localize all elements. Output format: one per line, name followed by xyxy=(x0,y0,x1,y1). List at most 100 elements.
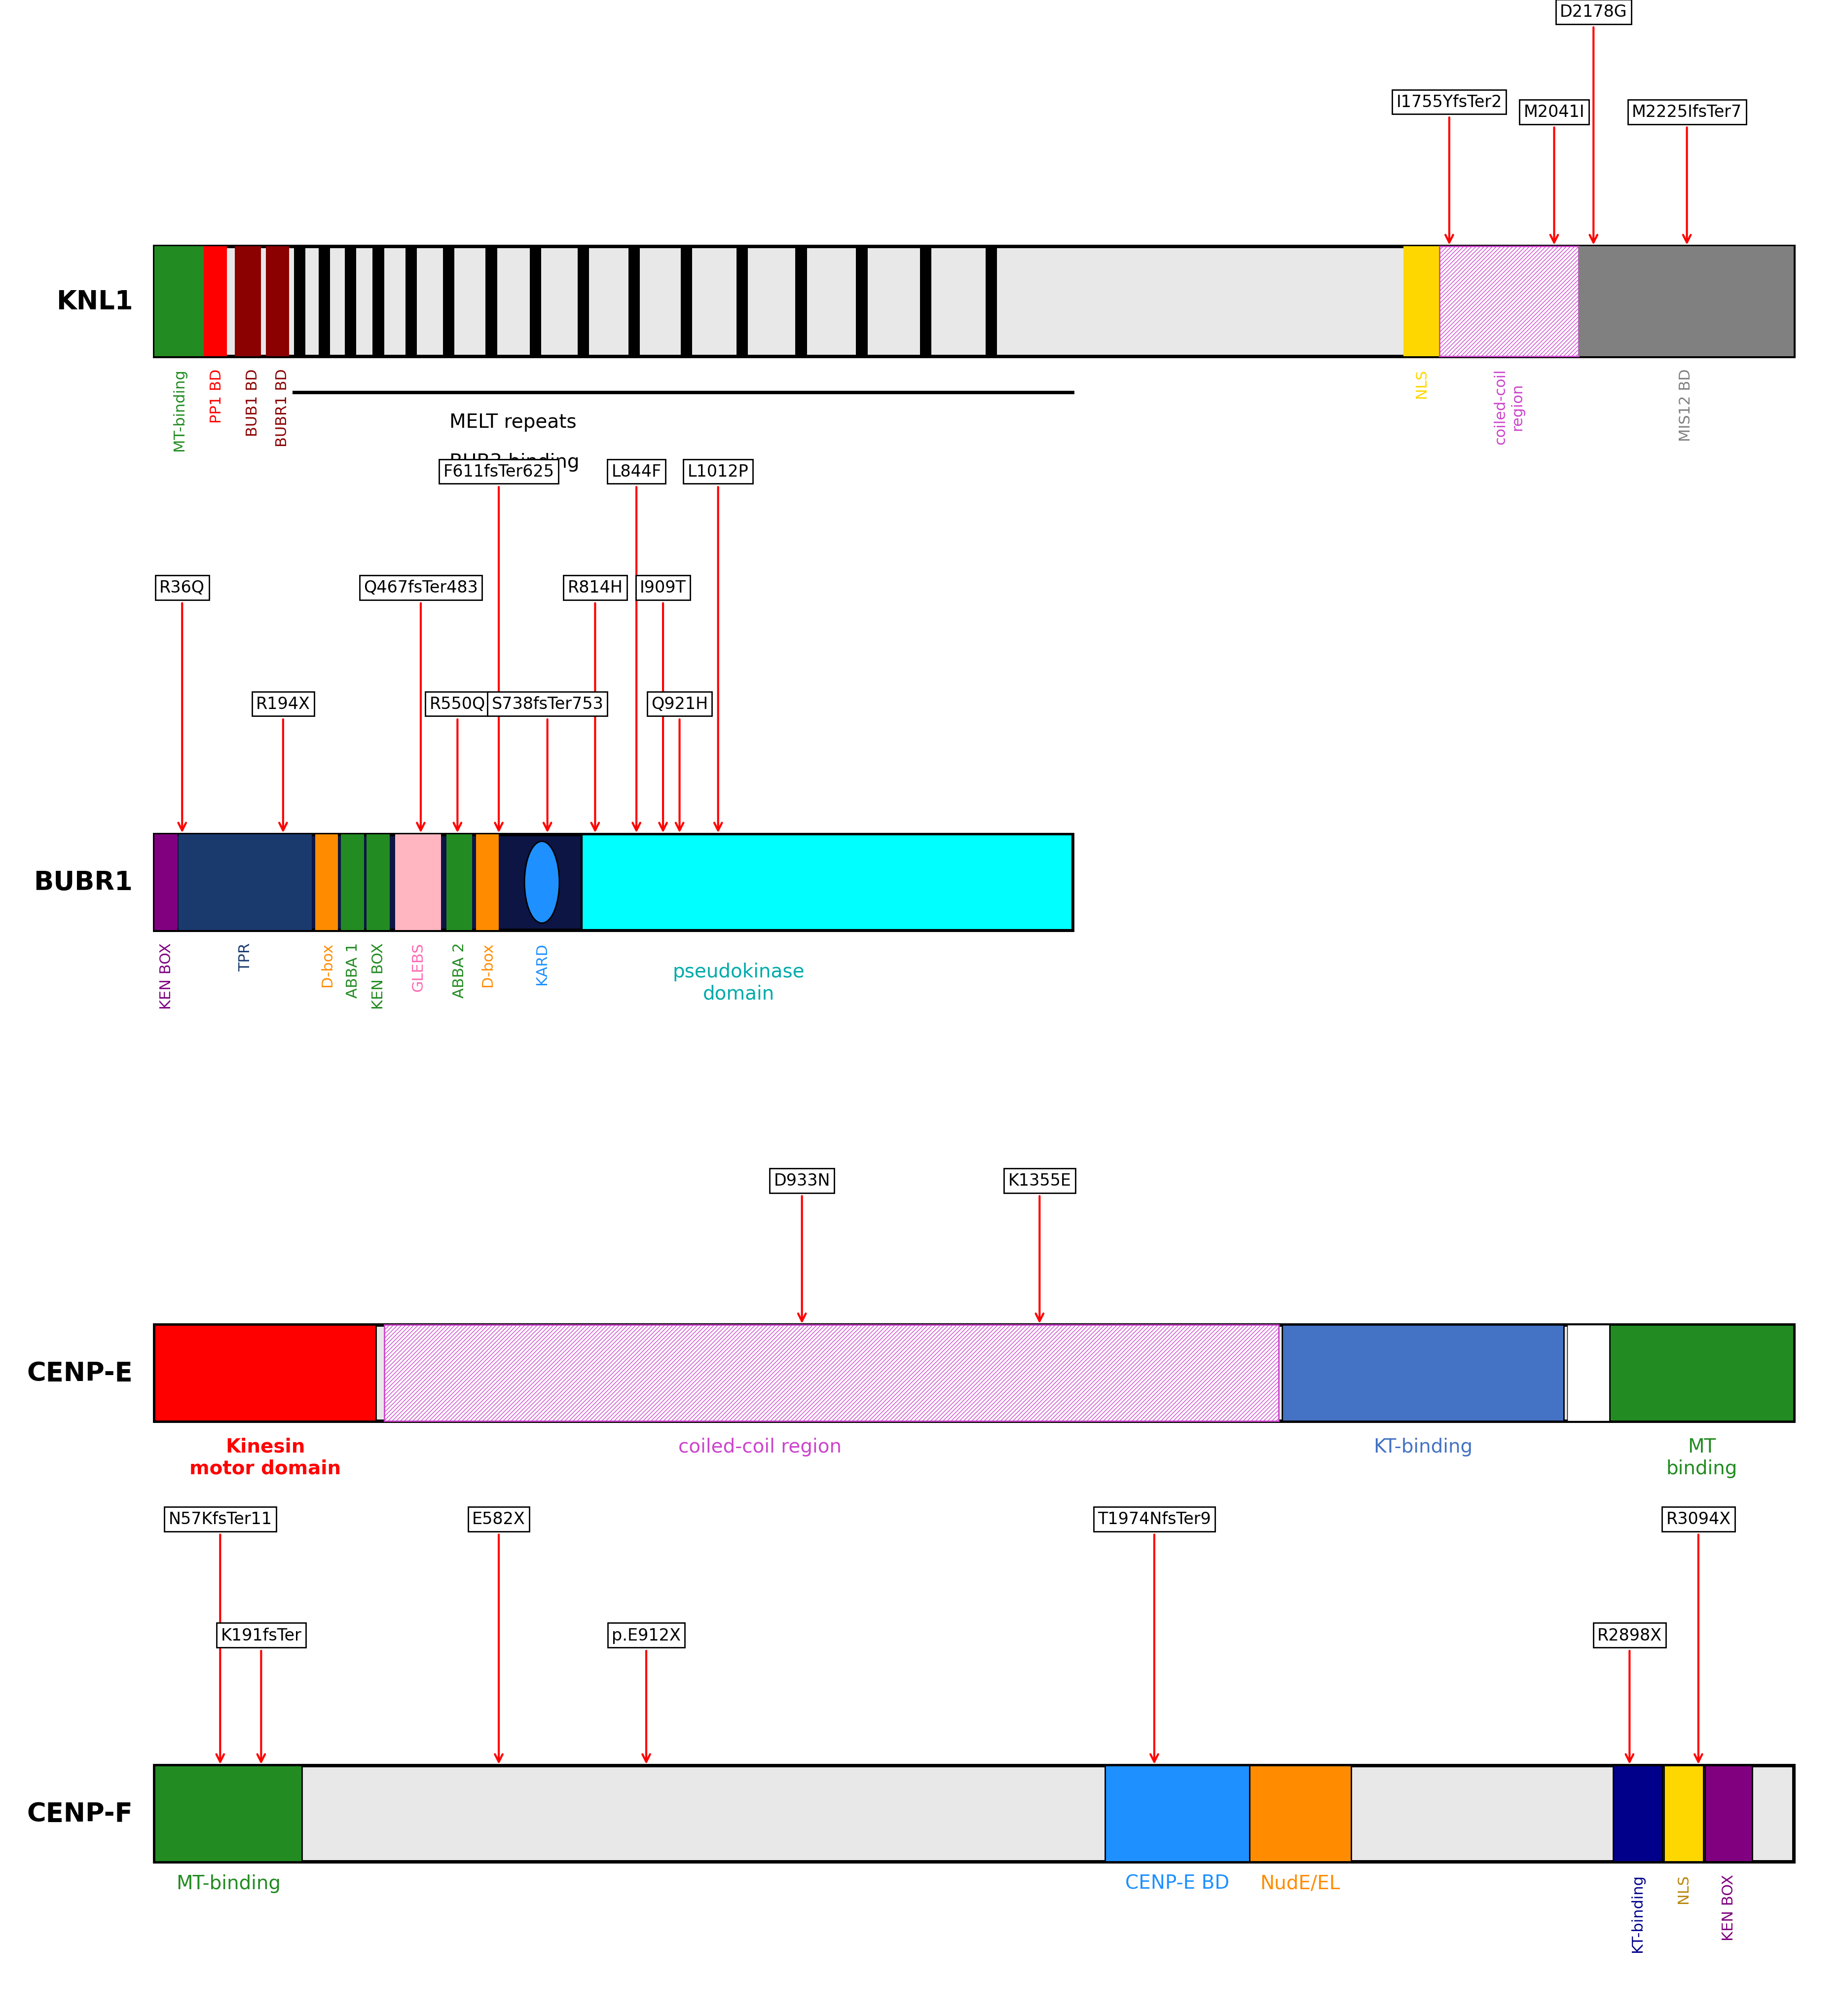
Text: TPR: TPR xyxy=(237,943,252,972)
Bar xyxy=(486,246,497,357)
Text: D2178G: D2178G xyxy=(1559,4,1627,20)
Bar xyxy=(444,246,455,357)
Text: KT-binding: KT-binding xyxy=(1631,1873,1644,1951)
Bar xyxy=(1250,1766,1351,1861)
Text: coiled-coil region: coiled-coil region xyxy=(677,1437,841,1456)
Bar xyxy=(447,835,471,931)
Bar xyxy=(1613,1766,1662,1861)
Text: K1355E: K1355E xyxy=(1009,1173,1071,1189)
Text: Q467fsTer483: Q467fsTer483 xyxy=(363,581,479,597)
Bar xyxy=(204,246,226,357)
Text: R3094X: R3094X xyxy=(1666,1512,1731,1528)
Text: MT
binding: MT binding xyxy=(1666,1437,1738,1478)
Bar xyxy=(341,835,365,931)
Text: I909T: I909T xyxy=(641,581,687,597)
Bar xyxy=(1609,1325,1793,1421)
Bar xyxy=(856,246,867,357)
Text: MELT repeats: MELT repeats xyxy=(449,413,576,431)
Bar xyxy=(318,246,330,357)
Text: MT-binding: MT-binding xyxy=(177,1873,280,1893)
Text: KEN BOX: KEN BOX xyxy=(1721,1873,1736,1939)
Text: ABBA 1: ABBA 1 xyxy=(346,943,361,998)
Text: M2041I: M2041I xyxy=(1524,105,1585,121)
Bar xyxy=(475,835,499,931)
Text: T1974NfsTer9: T1974NfsTer9 xyxy=(1097,1512,1211,1528)
Bar xyxy=(628,246,639,357)
Text: R194X: R194X xyxy=(256,696,309,712)
Bar xyxy=(1105,1766,1250,1861)
Text: p.E912X: p.E912X xyxy=(611,1627,681,1643)
Text: BUB3 binding: BUB3 binding xyxy=(449,454,580,472)
Text: L1012P: L1012P xyxy=(687,464,749,480)
Bar xyxy=(155,1766,302,1861)
Text: MIS12 BD: MIS12 BD xyxy=(1679,369,1694,442)
Bar xyxy=(1580,246,1793,357)
Text: R2898X: R2898X xyxy=(1598,1627,1662,1643)
Text: NLS: NLS xyxy=(1414,369,1429,397)
Text: coiled-coil
region: coiled-coil region xyxy=(1493,369,1524,446)
Bar xyxy=(405,246,416,357)
Text: NudE/EL: NudE/EL xyxy=(1259,1873,1340,1893)
Bar xyxy=(396,835,442,931)
Text: E582X: E582X xyxy=(471,1512,525,1528)
Bar xyxy=(1281,1325,1565,1421)
Text: KT-binding: KT-binding xyxy=(1373,1437,1473,1456)
Bar xyxy=(315,835,339,931)
Bar xyxy=(681,246,692,357)
Bar xyxy=(530,246,541,357)
Text: R550Q: R550Q xyxy=(429,696,486,712)
Bar xyxy=(295,246,306,357)
Text: I1755YfsTer2: I1755YfsTer2 xyxy=(1395,95,1502,111)
Bar xyxy=(385,1325,1279,1421)
Text: NLS: NLS xyxy=(1677,1873,1690,1903)
Bar xyxy=(920,246,932,357)
Text: L844F: L844F xyxy=(611,464,661,480)
Bar xyxy=(1440,246,1580,357)
Text: PP1 BD: PP1 BD xyxy=(210,369,225,423)
Text: Kinesin
motor domain: Kinesin motor domain xyxy=(190,1437,341,1478)
Text: D-box: D-box xyxy=(481,943,495,986)
Bar xyxy=(155,835,177,931)
Bar xyxy=(578,246,589,357)
Text: ABBA 2: ABBA 2 xyxy=(453,943,466,998)
Text: M2225IfsTer7: M2225IfsTer7 xyxy=(1631,105,1742,121)
Text: S738fsTer753: S738fsTer753 xyxy=(492,696,604,712)
Bar xyxy=(155,1325,376,1421)
Bar xyxy=(155,1766,1793,1861)
Bar xyxy=(155,1325,1793,1421)
Text: CENP-E BD: CENP-E BD xyxy=(1125,1873,1230,1893)
Bar xyxy=(344,246,355,357)
Bar xyxy=(236,246,261,357)
Text: CENP-F: CENP-F xyxy=(28,1800,133,1826)
Bar xyxy=(155,246,1793,357)
Text: BUB1 BD: BUB1 BD xyxy=(247,369,260,437)
Bar xyxy=(267,246,289,357)
Text: N57KfsTer11: N57KfsTer11 xyxy=(168,1512,272,1528)
Ellipse shape xyxy=(525,841,560,923)
Bar xyxy=(985,246,998,357)
Bar xyxy=(179,835,311,931)
Bar xyxy=(372,246,385,357)
Text: CENP-E: CENP-E xyxy=(28,1361,133,1385)
Bar xyxy=(795,246,806,357)
Text: pseudokinase
domain: pseudokinase domain xyxy=(672,962,805,1004)
Text: R814H: R814H xyxy=(567,581,622,597)
Text: K191fsTer: K191fsTer xyxy=(221,1627,302,1643)
Bar xyxy=(736,246,747,357)
Text: R36Q: R36Q xyxy=(160,581,204,597)
Bar xyxy=(582,835,1071,931)
Text: KNL1: KNL1 xyxy=(55,288,133,314)
Text: D-box: D-box xyxy=(320,943,335,986)
Text: BUBR1 BD: BUBR1 BD xyxy=(276,369,289,448)
Text: D933N: D933N xyxy=(773,1173,830,1189)
Bar xyxy=(1705,1766,1753,1861)
Bar xyxy=(155,246,204,357)
Text: KARD: KARD xyxy=(534,943,549,984)
Text: MT-binding: MT-binding xyxy=(171,369,186,452)
Text: Q921H: Q921H xyxy=(652,696,709,712)
Text: KEN BOX: KEN BOX xyxy=(160,943,173,1010)
Text: BUBR1: BUBR1 xyxy=(33,869,133,895)
Bar xyxy=(1567,1325,1609,1421)
Bar xyxy=(1403,246,1440,357)
Bar xyxy=(366,835,390,931)
